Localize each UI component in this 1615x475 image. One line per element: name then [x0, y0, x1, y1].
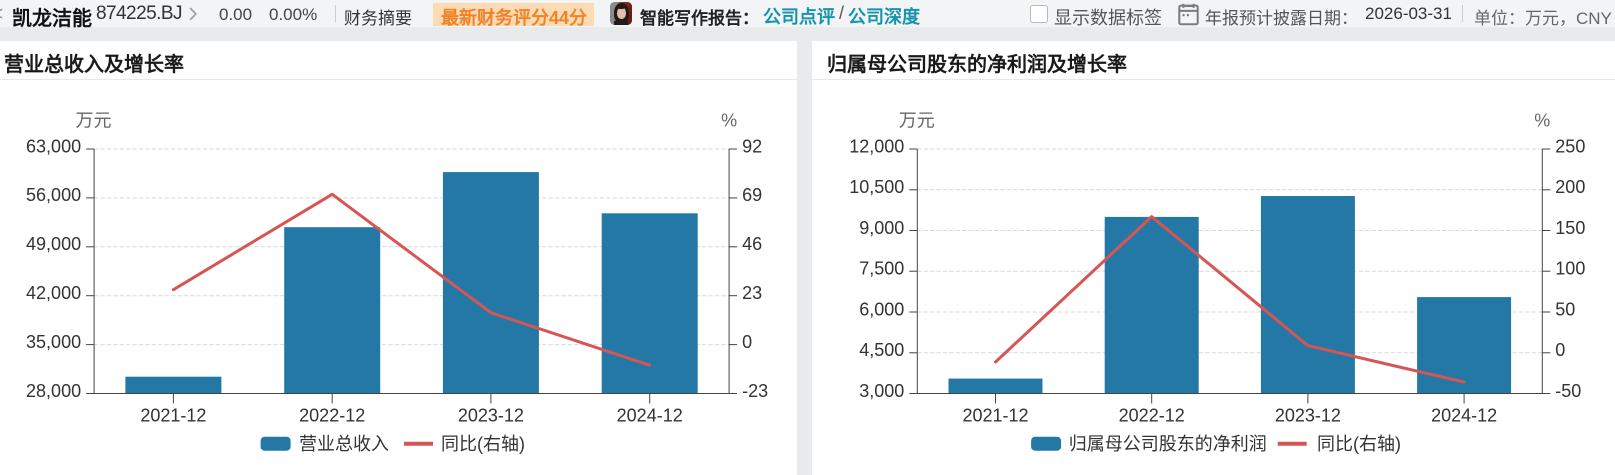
- svg-text:200: 200: [1555, 177, 1585, 197]
- svg-text:4,500: 4,500: [859, 340, 904, 360]
- svg-text:2021-12: 2021-12: [962, 406, 1028, 426]
- svg-text:2022-12: 2022-12: [1119, 406, 1185, 426]
- svg-text:35,000: 35,000: [26, 332, 81, 352]
- svg-text:100: 100: [1555, 259, 1585, 279]
- svg-text:28,000: 28,000: [26, 381, 81, 401]
- svg-text:-23: -23: [742, 381, 768, 401]
- svg-text:46: 46: [742, 234, 762, 254]
- svg-text:6,000: 6,000: [859, 299, 904, 319]
- svg-text:归属母公司股东的净利润: 归属母公司股东的净利润: [1069, 434, 1267, 454]
- svg-text:万元: 万元: [899, 111, 935, 131]
- svg-text:0: 0: [1555, 340, 1565, 360]
- svg-text:10,500: 10,500: [849, 177, 904, 197]
- svg-text:250: 250: [1555, 136, 1585, 156]
- svg-text:2021-12: 2021-12: [140, 406, 206, 426]
- svg-text:万元: 万元: [76, 111, 112, 131]
- svg-text:2023-12: 2023-12: [1275, 406, 1341, 426]
- svg-text:%: %: [721, 111, 737, 131]
- svg-text:2023-12: 2023-12: [458, 406, 524, 426]
- svg-text:69: 69: [742, 185, 762, 205]
- svg-text:营业总收入: 营业总收入: [299, 434, 389, 454]
- svg-text:7,500: 7,500: [859, 259, 904, 279]
- svg-text:%: %: [1534, 111, 1550, 131]
- svg-text:23: 23: [742, 283, 762, 303]
- svg-text:9,000: 9,000: [859, 218, 904, 238]
- svg-text:12,000: 12,000: [849, 136, 904, 156]
- svg-text:同比(右轴): 同比(右轴): [1317, 434, 1401, 454]
- svg-text:63,000: 63,000: [26, 136, 81, 156]
- svg-text:0: 0: [742, 332, 752, 352]
- svg-text:150: 150: [1555, 218, 1585, 238]
- svg-text:2022-12: 2022-12: [299, 406, 365, 426]
- svg-text:3,000: 3,000: [859, 381, 904, 401]
- svg-text:42,000: 42,000: [26, 283, 81, 303]
- svg-text:同比(右轴): 同比(右轴): [441, 434, 525, 454]
- svg-text:50: 50: [1555, 299, 1575, 319]
- svg-text:92: 92: [742, 136, 762, 156]
- svg-text:56,000: 56,000: [26, 185, 81, 205]
- svg-text:-50: -50: [1555, 381, 1581, 401]
- svg-text:2024-12: 2024-12: [1431, 406, 1497, 426]
- svg-text:49,000: 49,000: [26, 234, 81, 254]
- svg-text:2024-12: 2024-12: [617, 406, 683, 426]
